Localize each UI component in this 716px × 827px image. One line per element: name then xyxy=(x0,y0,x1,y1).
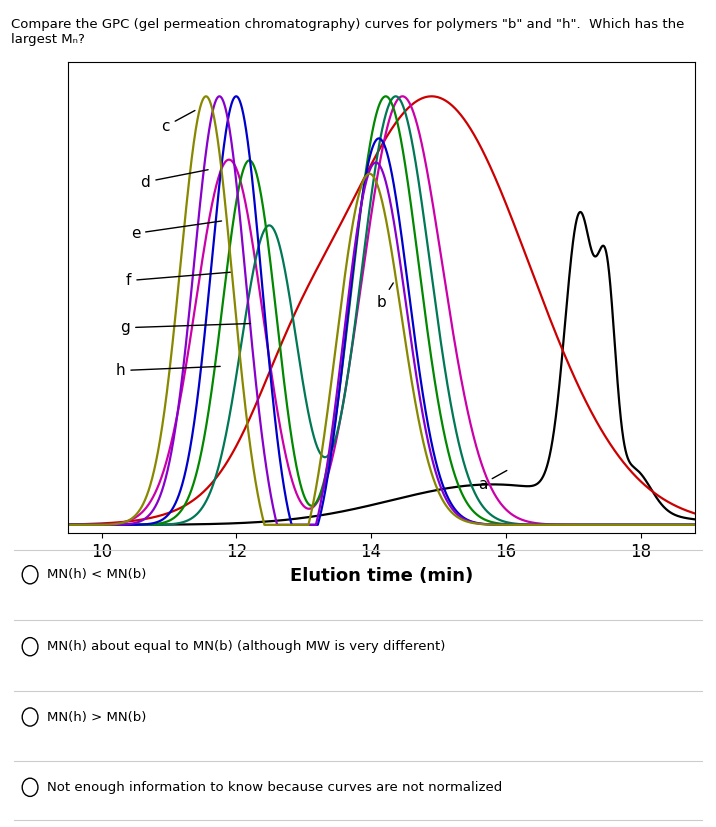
Text: a: a xyxy=(478,471,507,491)
Text: e: e xyxy=(130,221,221,241)
Text: c: c xyxy=(161,111,195,134)
Text: MN(h) < MN(b): MN(h) < MN(b) xyxy=(47,568,146,581)
Text: b: b xyxy=(377,283,393,309)
Text: MN(h) > MN(b): MN(h) > MN(b) xyxy=(47,710,146,724)
Text: f: f xyxy=(126,272,231,288)
Text: d: d xyxy=(140,170,208,189)
Text: g: g xyxy=(120,320,251,335)
Text: h: h xyxy=(116,363,221,378)
X-axis label: Elution time (min): Elution time (min) xyxy=(290,566,473,585)
Text: largest Mₙ?: largest Mₙ? xyxy=(11,33,84,46)
Text: MN(h) about equal to MN(b) (although MW is very different): MN(h) about equal to MN(b) (although MW … xyxy=(47,640,445,653)
Text: Not enough information to know because curves are not normalized: Not enough information to know because c… xyxy=(47,781,502,794)
Text: Compare the GPC (gel permeation chromatography) curves for polymers "b" and "h".: Compare the GPC (gel permeation chromato… xyxy=(11,18,684,31)
